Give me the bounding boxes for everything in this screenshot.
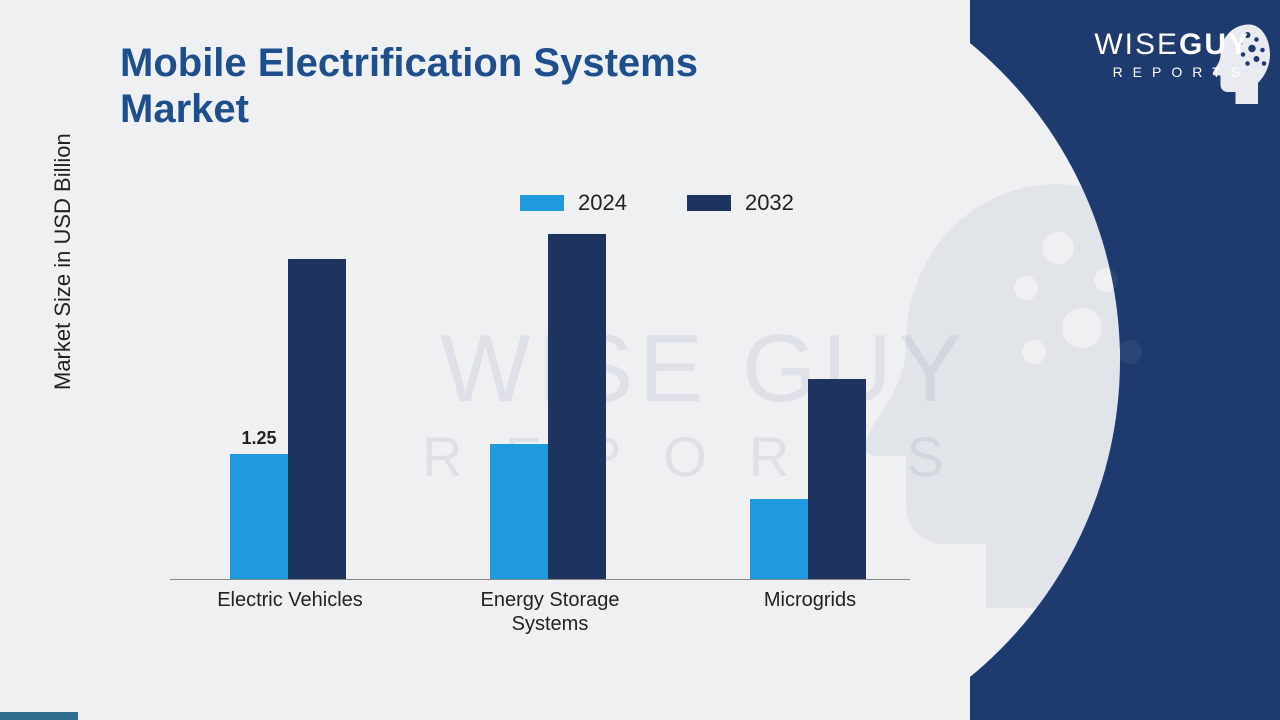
bar-2024 (750, 499, 808, 579)
bar-value-label: 1.25 (224, 428, 294, 449)
legend-label-2024: 2024 (578, 190, 627, 216)
bar-2032 (548, 234, 606, 579)
bar-2032 (288, 259, 346, 579)
brand-word-a: WISE (1094, 28, 1179, 61)
chart-title: Mobile Electrification Systems Market (120, 40, 820, 132)
category-label: Electric Vehicles (210, 580, 370, 612)
chart-area: 2024 2032 Market Size in USD Billion 1.2… (100, 190, 920, 670)
accent-strip (0, 712, 78, 720)
legend-item-2032: 2032 (687, 190, 794, 216)
legend-swatch-2032 (687, 195, 731, 211)
y-axis-label: Market Size in USD Billion (50, 133, 76, 390)
brand-main: WISEGUY (1094, 28, 1250, 62)
plot-area: 1.25Electric VehiclesEnergy Storage Syst… (170, 220, 910, 580)
legend: 2024 2032 (520, 190, 794, 216)
brand-word-b: GUY (1179, 28, 1250, 61)
stage: WISE GUY REPORTS Mobile Electrification … (0, 0, 1280, 720)
brand-logo: WISEGUY REPORTS (1094, 28, 1250, 80)
legend-item-2024: 2024 (520, 190, 627, 216)
bar-2032 (808, 379, 866, 579)
category-label: Energy Storage Systems (470, 580, 630, 636)
brand-sub: REPORTS (1094, 64, 1250, 80)
category-label: Microgrids (730, 580, 890, 612)
legend-label-2032: 2032 (745, 190, 794, 216)
legend-swatch-2024 (520, 195, 564, 211)
bar-2024 (230, 454, 288, 579)
bar-2024 (490, 444, 548, 579)
